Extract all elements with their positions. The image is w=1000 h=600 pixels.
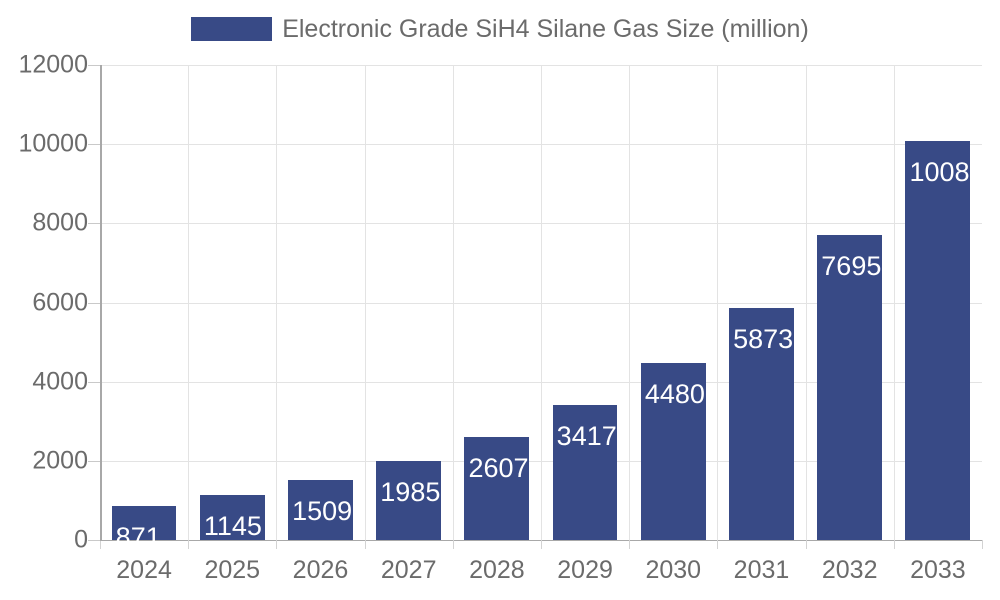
x-axis-tick-label: 2026 [292,556,349,584]
bar-value-label: 7695 [821,251,882,282]
x-axis-tick-label: 2032 [821,556,878,584]
y-axis-tick-label: 10000 [18,129,88,158]
y-tick-mark [88,223,100,225]
x-tick-mark [982,540,983,549]
x-gridline [276,65,277,540]
x-gridline [629,65,630,540]
x-axis-tick-label: 2029 [557,556,613,584]
x-tick-mark [806,540,807,549]
chart-legend: Electronic Grade SiH4 Silane Gas Size (m… [0,12,1000,46]
x-gridline [894,65,895,540]
y-tick-mark [88,540,100,541]
x-tick-mark [541,540,542,549]
x-tick-mark [717,540,718,549]
legend-swatch-series-1 [191,17,273,41]
y-axis-tick-label: 4000 [32,367,88,396]
x-gridline [365,65,366,540]
y-axis-tick-label: 8000 [32,208,88,237]
y-axis-tick-label: 6000 [32,288,88,316]
bar-value-label: 2607 [468,452,529,483]
x-gridline [541,65,542,540]
x-gridline [806,65,807,540]
bar[interactable] [729,307,794,540]
bar[interactable] [552,404,618,540]
x-gridline [188,65,189,540]
y-tick-mark [88,144,100,146]
x-tick-mark [188,540,189,549]
x-axis-tick-label: 2027 [380,556,437,584]
y-axis-tick-label: 2000 [32,446,88,475]
bar[interactable] [376,461,442,540]
y-tick-mark [88,302,100,304]
bar[interactable] [288,480,353,540]
x-tick-mark [100,540,101,549]
x-axis-tick-label: 2030 [645,556,702,584]
bar-value-label: 3417 [556,420,617,451]
x-gridline [453,65,454,540]
bar-value-label: 871 [115,521,161,552]
bar-value-label: 1985 [380,477,441,508]
bar-value-label: 10085 [909,156,985,187]
x-axis-tick-label: 2031 [733,556,790,584]
y-tick-mark [88,65,100,66]
x-gridline [717,65,718,540]
bar[interactable] [111,505,177,540]
bar-value-label: 1145 [203,510,262,541]
bar[interactable] [464,436,530,540]
bar[interactable] [817,235,883,540]
bar[interactable] [640,362,706,540]
x-tick-mark [365,540,366,549]
x-tick-mark [276,540,277,549]
bar-value-label: 5873 [733,323,794,354]
y-tick-mark [88,460,100,462]
y-axis-spine [100,65,102,541]
y-axis-tick-label: 0 [74,525,88,554]
bar-value-label: 4480 [644,378,705,409]
x-axis-tick-label: 2033 [910,556,966,584]
bar[interactable] [199,494,265,540]
x-axis-tick-label: 2025 [204,556,261,584]
bar-value-label: 1509 [292,496,353,527]
bar[interactable] [905,140,971,540]
legend-label-series-1: Electronic Grade SiH4 Silane Gas Size (m… [282,14,809,43]
x-tick-mark [894,540,895,549]
x-axis-tick-label: 2028 [469,556,525,584]
x-tick-mark [453,540,454,549]
x-tick-mark [629,540,630,549]
x-axis-tick-label: 2024 [116,556,172,584]
y-axis-tick-label: 12000 [18,50,88,79]
y-tick-mark [88,381,100,383]
plot-area: 871 1145 1509 1985 2607 3417 4480 5873 7695 10085 [88,65,985,550]
